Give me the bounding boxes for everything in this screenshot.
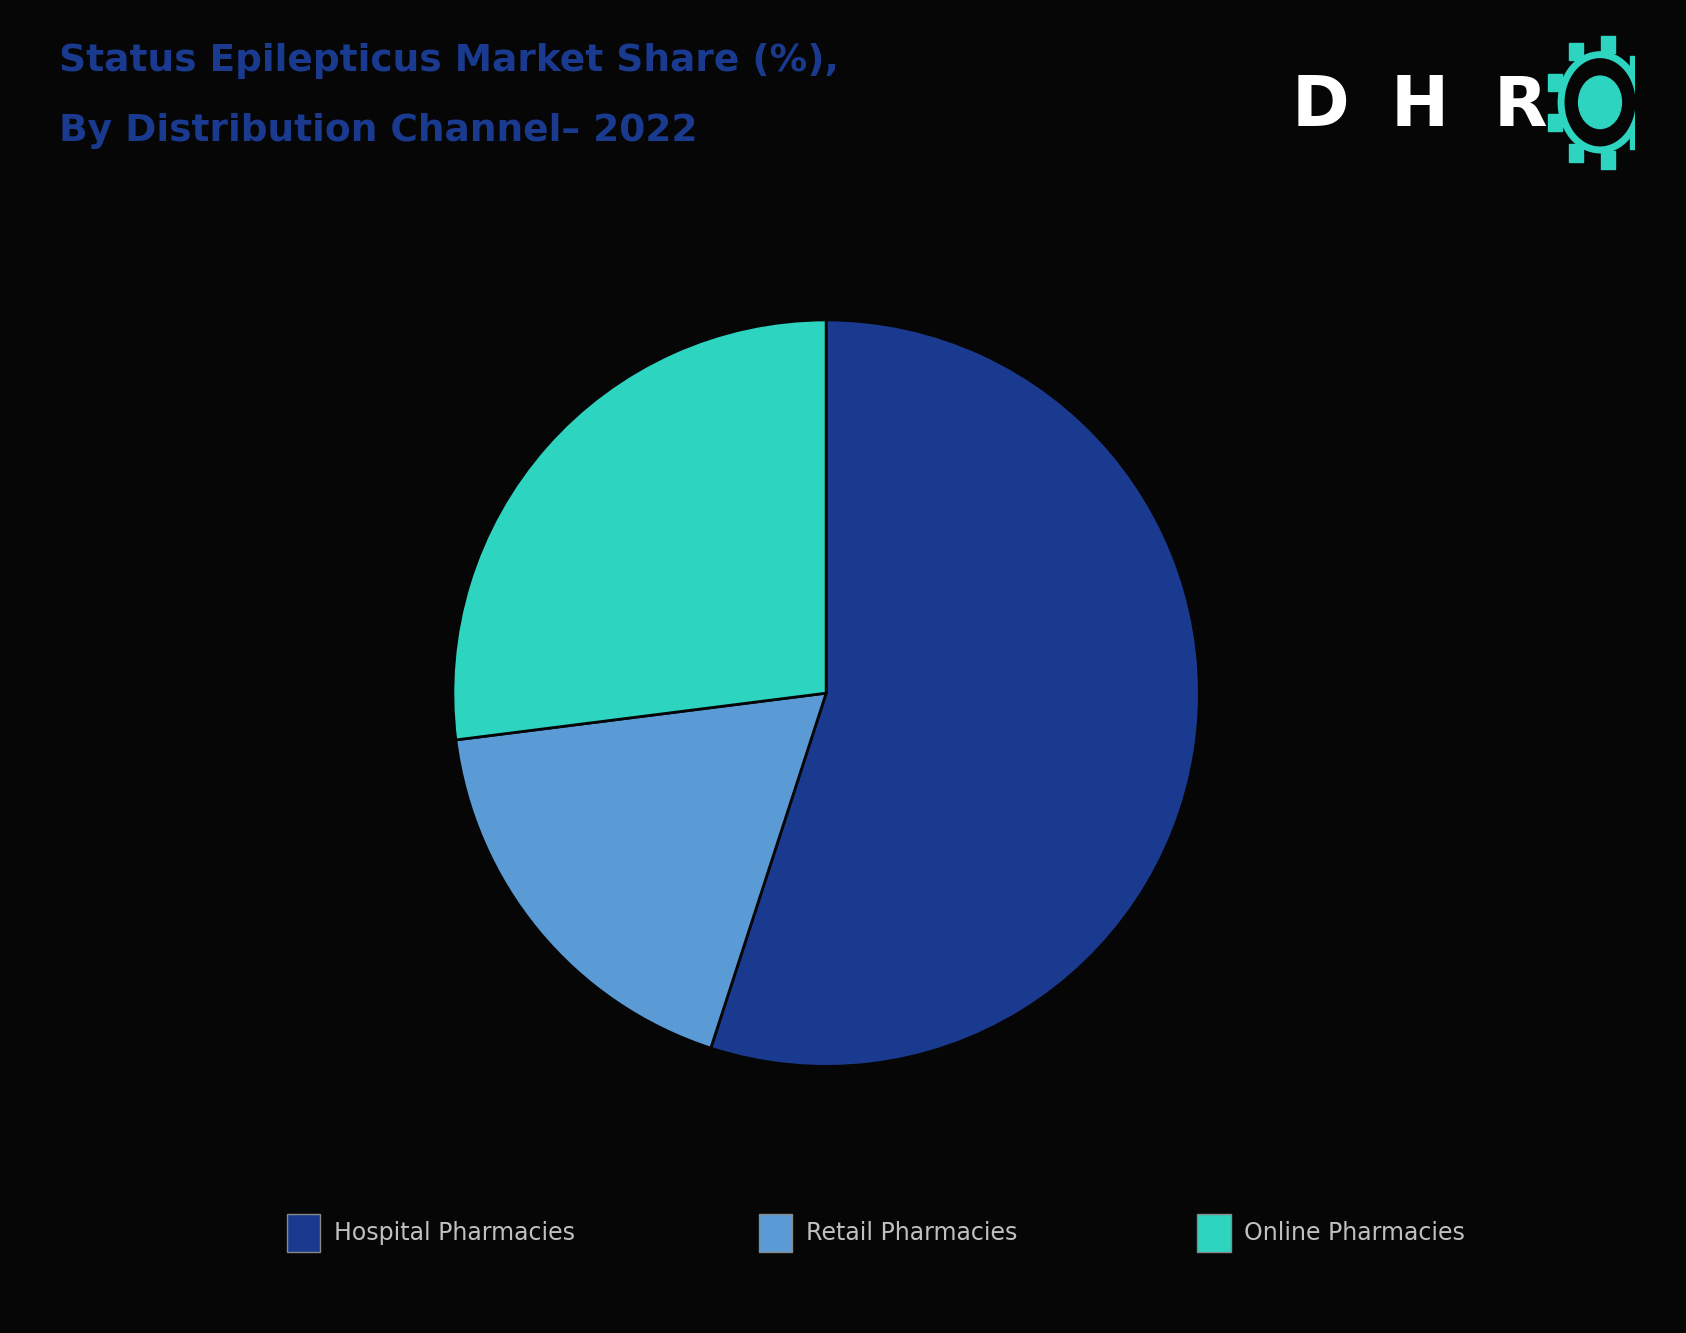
- Bar: [1630, 131, 1644, 148]
- Bar: [1602, 151, 1615, 168]
- Bar: [1630, 56, 1644, 73]
- Wedge shape: [711, 320, 1199, 1066]
- Text: R: R: [1494, 73, 1548, 140]
- Wedge shape: [455, 693, 826, 1048]
- Text: Retail Pharmacies: Retail Pharmacies: [806, 1221, 1017, 1245]
- Circle shape: [1578, 76, 1622, 128]
- Bar: [1570, 43, 1583, 60]
- Text: Status Epilepticus Market Share (%),: Status Epilepticus Market Share (%),: [59, 43, 840, 79]
- Bar: [1640, 93, 1656, 111]
- Text: Online Pharmacies: Online Pharmacies: [1244, 1221, 1465, 1245]
- Text: Hospital Pharmacies: Hospital Pharmacies: [334, 1221, 575, 1245]
- Text: By Distribution Channel– 2022: By Distribution Channel– 2022: [59, 113, 698, 149]
- Bar: [1570, 144, 1583, 161]
- Bar: [1548, 113, 1563, 131]
- Text: D: D: [1291, 73, 1350, 140]
- Bar: [1602, 36, 1615, 53]
- Wedge shape: [454, 320, 826, 740]
- Bar: [1548, 73, 1563, 91]
- Text: H: H: [1391, 73, 1450, 140]
